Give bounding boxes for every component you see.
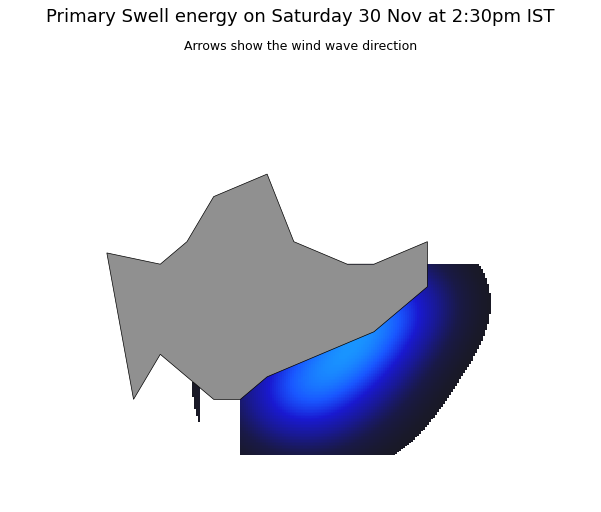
Polygon shape bbox=[107, 174, 427, 399]
Text: Primary Swell energy on Saturday 30 Nov at 2:30pm IST: Primary Swell energy on Saturday 30 Nov … bbox=[46, 8, 555, 26]
Text: Arrows show the wind wave direction: Arrows show the wind wave direction bbox=[184, 39, 417, 53]
